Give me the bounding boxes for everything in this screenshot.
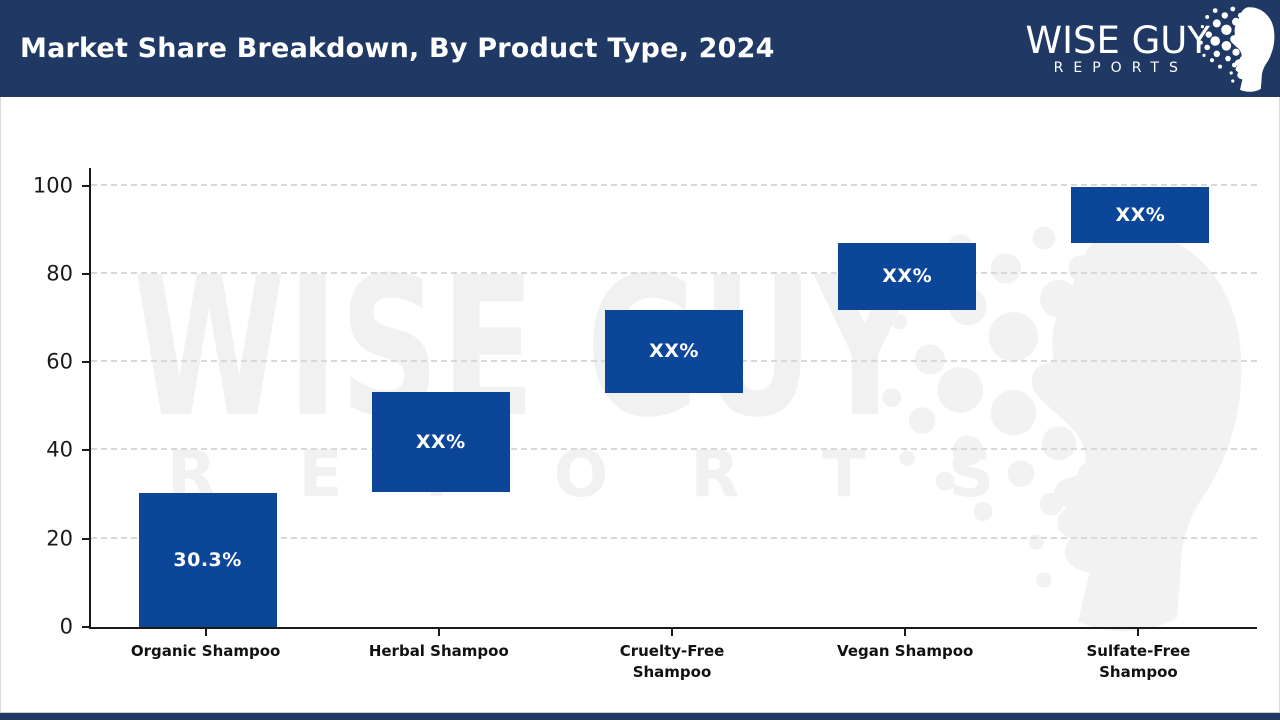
- bar-value-label: XX%: [882, 265, 933, 288]
- bar-columns: 30.3% XX% XX% XX% XX%: [91, 168, 1257, 627]
- bar-column: XX%: [324, 168, 557, 627]
- bar-column: XX%: [557, 168, 790, 627]
- y-axis: 0 20 40 60 80 100: [1, 168, 89, 637]
- y-tick-label: 20: [46, 526, 73, 551]
- x-tick-mark: [1137, 629, 1140, 636]
- brand-logo: WISE GUY REPORTS: [1026, 4, 1280, 94]
- bar-value-label: XX%: [1115, 203, 1166, 226]
- y-tick-mark: [82, 626, 89, 628]
- x-axis-category: Organic Shampoo: [89, 627, 322, 683]
- x-tick-label: Vegan Shampoo: [837, 642, 974, 660]
- x-tick-mark: [671, 629, 673, 636]
- watermark-brand-text: WISE GUY: [133, 237, 917, 460]
- gridline: [91, 536, 1257, 539]
- x-tick-mark: [904, 629, 907, 636]
- y-tick-mark: [82, 361, 89, 364]
- x-tick-mark: [437, 629, 440, 636]
- x-axis-category: Herbal Shampoo: [322, 627, 555, 683]
- bar-column: XX%: [1024, 168, 1257, 627]
- bar-column: XX%: [791, 168, 1024, 627]
- bar-value-label: XX%: [415, 431, 466, 454]
- y-tick-label: 60: [46, 349, 73, 374]
- page-title: Market Share Breakdown, By Product Type,…: [20, 33, 775, 64]
- x-axis-category: Vegan Shampoo: [789, 627, 1022, 683]
- y-tick-label: 0: [59, 614, 73, 639]
- x-tick-mark: [204, 629, 207, 636]
- x-axis-category: Cruelty-Free Shampoo: [555, 627, 788, 683]
- bar-value-label: 30.3%: [173, 549, 242, 572]
- bar-segment: 30.3%: [138, 493, 277, 627]
- chart-area: WISE GUY R E P O R T S 30.3% XX% XX% XX% XX%…: [0, 97, 1280, 713]
- y-tick-mark: [82, 184, 89, 187]
- footer-bar: [0, 713, 1280, 720]
- watermark-sub-text: R E P O R T S: [167, 438, 1025, 512]
- logo-brand-text: WISE GUY: [1025, 19, 1210, 62]
- x-axis-category: Sulfate-Free Shampoo: [1022, 627, 1255, 683]
- y-tick-mark: [82, 272, 89, 275]
- logo-text: WISE GUY REPORTS: [1026, 22, 1210, 75]
- gridline: [91, 448, 1257, 451]
- y-tick-mark: [82, 449, 89, 452]
- x-tick-label: Herbal Shampoo: [368, 642, 509, 660]
- y-tick-label: 80: [46, 261, 73, 286]
- y-tick-mark: [82, 537, 89, 540]
- bar-segment: XX%: [838, 243, 977, 310]
- bar-segment: XX%: [371, 392, 510, 493]
- bar-column: 30.3%: [91, 168, 324, 627]
- bar-segment: XX%: [605, 309, 743, 394]
- bar-value-label: XX%: [649, 340, 699, 363]
- y-tick-label: 100: [32, 173, 73, 198]
- gridline: [91, 183, 1257, 186]
- bar-segment: XX%: [1071, 186, 1210, 244]
- x-axis-labels: Organic Shampoo Herbal Shampoo Cruelty-Fre…: [89, 627, 1255, 683]
- plot-area: 30.3% XX% XX% XX% XX%: [89, 168, 1257, 629]
- x-tick-label: Organic Shampoo: [130, 642, 281, 660]
- x-tick-label: Sulfate-Free Shampoo: [1086, 642, 1191, 681]
- x-tick-label: Cruelty-Free Shampoo: [619, 642, 725, 681]
- y-tick-label: 40: [46, 437, 73, 462]
- logo-sub-text: REPORTS: [1053, 60, 1188, 76]
- header-bar: Market Share Breakdown, By Product Type,…: [0, 0, 1280, 97]
- gridline: [91, 271, 1257, 274]
